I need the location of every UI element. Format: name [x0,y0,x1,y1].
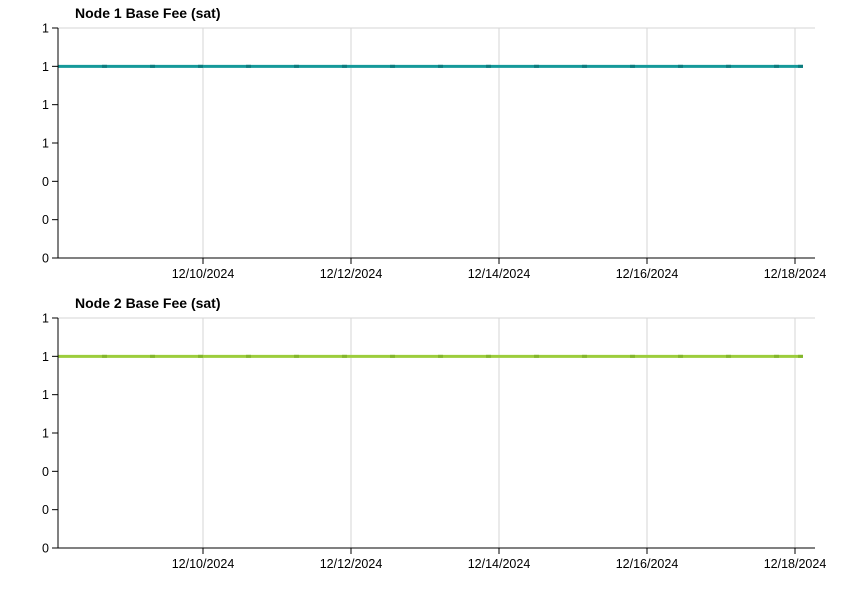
y-tick-label: 1 [42,137,49,151]
y-tick-label: 0 [42,213,49,227]
y-tick-label: 1 [42,312,49,326]
y-tick-label: 0 [42,542,49,556]
tick-labels: 1 1 1 1 0 0 0 12/10/2024 12/12/2024 12/14/2024 12/… [42,312,826,572]
x-tick-label: 12/14/2024 [468,557,531,571]
y-tick-label: 1 [42,22,49,36]
chart-node2-base-fee: Node 2 Base Fee (sat) 1 1 1 1 0 0 0 12/10/2024 1… [0,290,860,580]
x-tick-label: 12/12/2024 [320,557,383,571]
y-tick-label: 1 [42,60,49,74]
y-tick-label: 0 [42,175,49,189]
x-tick-label: 12/18/2024 [764,267,827,281]
x-tick-label: 12/16/2024 [616,267,679,281]
x-tick-label: 12/14/2024 [468,267,531,281]
chart-title-node1: Node 1 Base Fee (sat) [75,5,221,21]
x-tick-label: 12/10/2024 [172,557,235,571]
x-tick-label: 12/12/2024 [320,267,383,281]
axes [52,317,815,554]
x-tick-label: 12/18/2024 [764,557,827,571]
axes [52,27,815,264]
y-tick-label: 0 [42,465,49,479]
x-tick-label: 12/10/2024 [172,267,235,281]
plot-node2-base-fee: 1 1 1 1 0 0 0 12/10/2024 12/12/2024 12/14/2024 12/… [42,312,826,572]
gridlines [58,317,815,548]
x-tick-label: 12/16/2024 [616,557,679,571]
y-tick-label: 1 [42,388,49,402]
gridlines [58,27,815,258]
chart-title-node2: Node 2 Base Fee (sat) [75,295,221,311]
y-tick-label: 0 [42,252,49,266]
chart-node1-base-fee: Node 1 Base Fee (sat) 1 1 1 1 0 0 0 12/10/2024 1… [0,0,860,290]
y-tick-label: 1 [42,98,49,112]
plot-node1-base-fee: 1 1 1 1 0 0 0 12/10/2024 12/12/2024 12/14/2024 12/… [42,22,826,282]
y-tick-label: 1 [42,350,49,364]
y-tick-label: 1 [42,427,49,441]
y-tick-label: 0 [42,503,49,517]
tick-labels: 1 1 1 1 0 0 0 12/10/2024 12/12/2024 12/14/2024 12/… [42,22,826,282]
